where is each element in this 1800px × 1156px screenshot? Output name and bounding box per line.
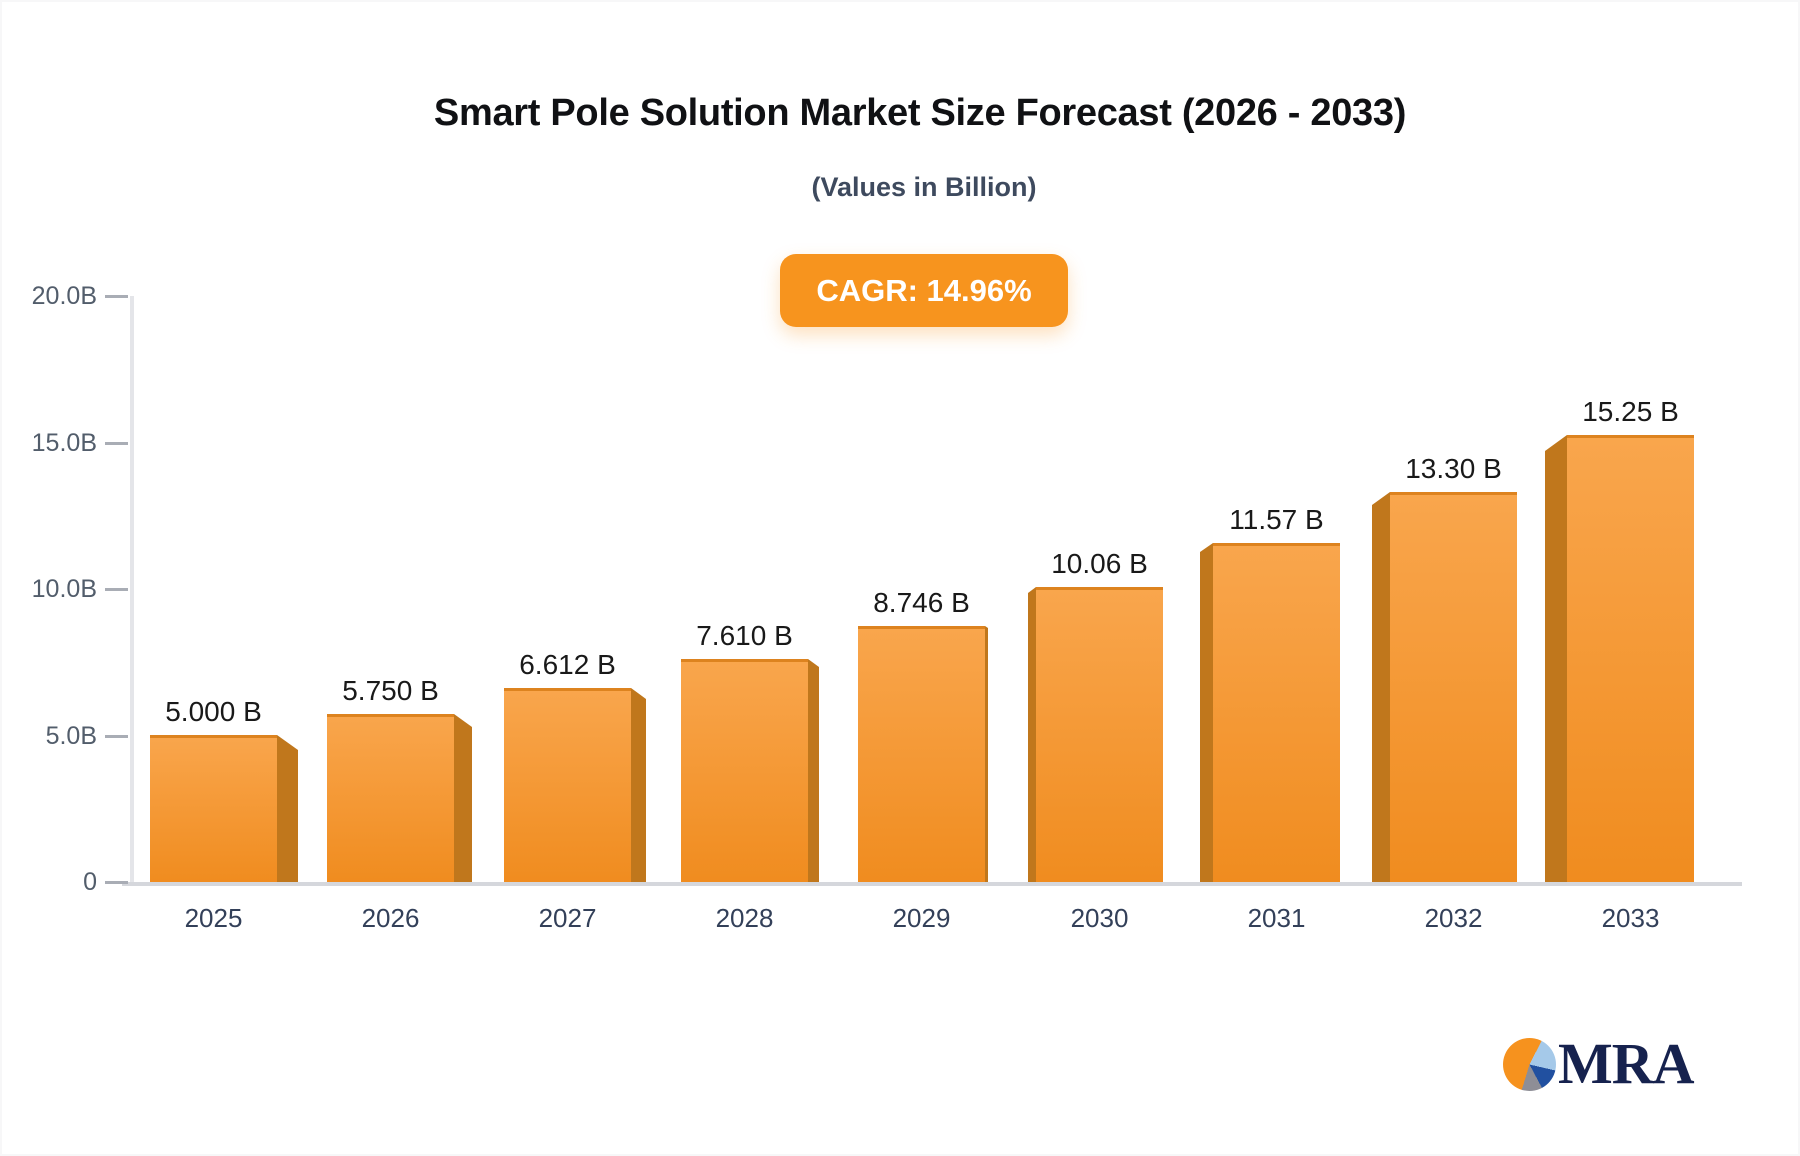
y-axis-tick-mark — [105, 881, 128, 884]
y-axis-tick-mark — [105, 588, 128, 591]
bar-2032 — [1372, 492, 1517, 882]
bar-2028 — [681, 659, 819, 882]
bar-value-label: 5.750 B — [342, 675, 439, 706]
x-axis-label: 2030 — [1070, 903, 1129, 933]
bar-3d-side — [1372, 492, 1390, 882]
bar-value-label: 7.610 B — [696, 620, 793, 651]
bar-value-label: 11.57 B — [1229, 504, 1324, 535]
y-axis-tick-mark — [105, 441, 128, 445]
bar-face — [150, 735, 277, 882]
bar-2025 — [150, 735, 298, 882]
bar-2033 — [1545, 435, 1694, 882]
x-axis-label: 2028 — [715, 903, 774, 933]
bar-3d-side — [1028, 587, 1036, 882]
pie-chart-icon — [1503, 1037, 1556, 1091]
bar-face — [858, 626, 985, 882]
y-axis-tick-label: 15.0B — [31, 428, 97, 457]
bar-face — [504, 688, 631, 882]
y-axis-tick-label: 0 — [83, 868, 97, 896]
x-axis-label: 2032 — [1424, 903, 1483, 933]
y-axis-tick-label: 5.0B — [45, 721, 97, 750]
bar-value-label: 5.000 B — [165, 696, 262, 727]
bar-value-label: 8.746 B — [873, 587, 970, 618]
y-axis-tick-mark — [105, 734, 128, 738]
x-axis-line — [122, 882, 1742, 886]
bar-2029 — [858, 626, 988, 882]
bar-3d-side — [631, 688, 646, 882]
y-axis-tick-label: 10.0B — [31, 575, 97, 603]
bar-2031 — [1200, 543, 1340, 882]
y-axis-line — [130, 296, 134, 882]
x-axis-label: 2031 — [1247, 903, 1306, 933]
x-axis-label: 2025 — [184, 903, 243, 933]
bar-face — [1567, 435, 1694, 882]
bar-value-label: 10.06 B — [1051, 548, 1148, 579]
chart-title: Smart Pole Solution Market Size Forecast… — [433, 92, 1407, 134]
y-axis-tick-label: 20.0B — [31, 282, 97, 310]
x-axis-label: 2033 — [1601, 903, 1660, 933]
bar-3d-side — [808, 659, 819, 882]
bar-3d-side — [985, 626, 988, 882]
bar-face — [1213, 543, 1340, 882]
bar-3d-side — [1200, 543, 1213, 882]
bar-value-label: 15.25 B — [1582, 396, 1679, 427]
bar-value-label: 6.612 B — [519, 649, 616, 680]
bar-2027 — [504, 688, 646, 882]
chart-subtitle: (Values in Billion) — [811, 172, 1037, 202]
cagr-badge: CAGR: 14.96% — [780, 254, 1068, 327]
x-axis-label: 2026 — [361, 903, 420, 933]
x-axis-label: 2029 — [892, 903, 951, 933]
bar-face — [327, 714, 454, 882]
bar-value-label: 13.30 B — [1405, 453, 1502, 484]
bar-2026 — [327, 714, 472, 882]
bar-face — [681, 659, 808, 882]
bar-3d-side — [277, 735, 298, 882]
brand-logo: MRA — [1503, 1031, 1695, 1096]
y-axis-tick-mark — [105, 295, 128, 298]
bar-2030 — [1028, 587, 1163, 882]
bar-3d-side — [1545, 435, 1567, 882]
bar-3d-side — [454, 714, 472, 882]
bar-face — [1390, 492, 1517, 882]
x-axis-label: 2027 — [538, 903, 597, 933]
bar-face — [1036, 587, 1163, 882]
brand-name: MRA — [1558, 1031, 1695, 1096]
